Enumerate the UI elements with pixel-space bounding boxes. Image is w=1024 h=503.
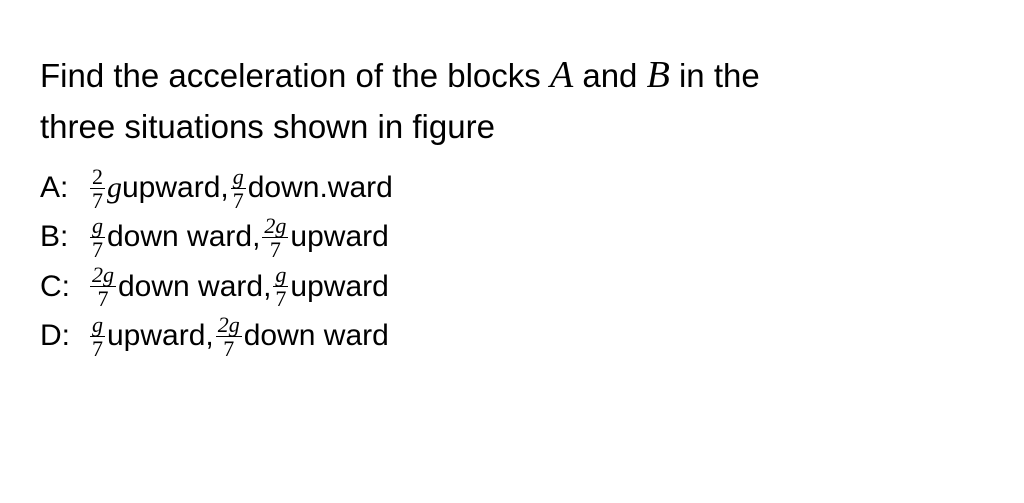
denominator: 7 bbox=[90, 337, 105, 360]
numerator: 2g bbox=[262, 214, 288, 238]
denominator: 7 bbox=[231, 189, 246, 212]
stem-text: and bbox=[573, 57, 646, 94]
option-expression: g 7 down ward, 2g 7 upward bbox=[88, 214, 389, 261]
option-label: B: bbox=[40, 214, 88, 261]
direction-text: down ward bbox=[244, 313, 389, 360]
option-expression: g 7 upward, 2g 7 down ward bbox=[88, 313, 389, 360]
fraction: g 7 bbox=[231, 165, 246, 212]
stem-text: Find the acceleration of the blocks bbox=[40, 57, 550, 94]
fraction: 2g 7 bbox=[216, 313, 242, 360]
option-expression: 2 7 g upward, g 7 down.ward bbox=[88, 165, 393, 212]
denominator: 7 bbox=[90, 189, 105, 212]
direction-text: down ward, bbox=[118, 264, 271, 311]
question-stem: Find the acceleration of the blocks A an… bbox=[40, 48, 984, 151]
denominator: 7 bbox=[268, 238, 283, 261]
direction-text: down.ward bbox=[248, 165, 393, 212]
direction-text: upward bbox=[290, 214, 388, 261]
option-label: C: bbox=[40, 264, 88, 311]
options-list: A: 2 7 g upward, g 7 down.ward B: g bbox=[40, 165, 984, 360]
fraction: 2g 7 bbox=[262, 214, 288, 261]
numerator: 2g bbox=[90, 263, 116, 287]
numerator: g bbox=[273, 263, 288, 287]
numerator: 2 bbox=[90, 165, 105, 189]
numerator: g bbox=[90, 214, 105, 238]
g-symbol: g bbox=[107, 165, 122, 212]
denominator: 7 bbox=[90, 238, 105, 261]
option-B: B: g 7 down ward, 2g 7 upward bbox=[40, 214, 984, 261]
direction-text: upward, bbox=[122, 165, 229, 212]
direction-text: down ward, bbox=[107, 214, 260, 261]
denominator: 7 bbox=[96, 287, 111, 310]
stem-line-2: three situations shown in figure bbox=[40, 103, 984, 151]
stem-line-1: Find the acceleration of the blocks A an… bbox=[40, 48, 984, 103]
option-D: D: g 7 upward, 2g 7 down ward bbox=[40, 313, 984, 360]
denominator: 7 bbox=[221, 337, 236, 360]
numerator: g bbox=[90, 313, 105, 337]
fraction: g 7 bbox=[90, 214, 105, 261]
option-A: A: 2 7 g upward, g 7 down.ward bbox=[40, 165, 984, 212]
stem-text: in the bbox=[670, 57, 760, 94]
option-expression: 2g 7 down ward, g 7 upward bbox=[88, 263, 389, 310]
numerator: g bbox=[231, 165, 246, 189]
question-page: Find the acceleration of the blocks A an… bbox=[0, 0, 1024, 402]
denominator: 7 bbox=[273, 287, 288, 310]
fraction: g 7 bbox=[90, 313, 105, 360]
direction-text: upward bbox=[290, 264, 388, 311]
option-C: C: 2g 7 down ward, g 7 upward bbox=[40, 263, 984, 310]
direction-text: upward, bbox=[107, 313, 214, 360]
option-label: D: bbox=[40, 313, 88, 360]
option-label: A: bbox=[40, 165, 88, 212]
fraction: g 7 bbox=[273, 263, 288, 310]
fraction: 2 7 bbox=[90, 165, 105, 212]
numerator: 2g bbox=[216, 313, 242, 337]
var-A: A bbox=[550, 54, 573, 96]
fraction: 2g 7 bbox=[90, 263, 116, 310]
var-B: B bbox=[647, 54, 670, 96]
